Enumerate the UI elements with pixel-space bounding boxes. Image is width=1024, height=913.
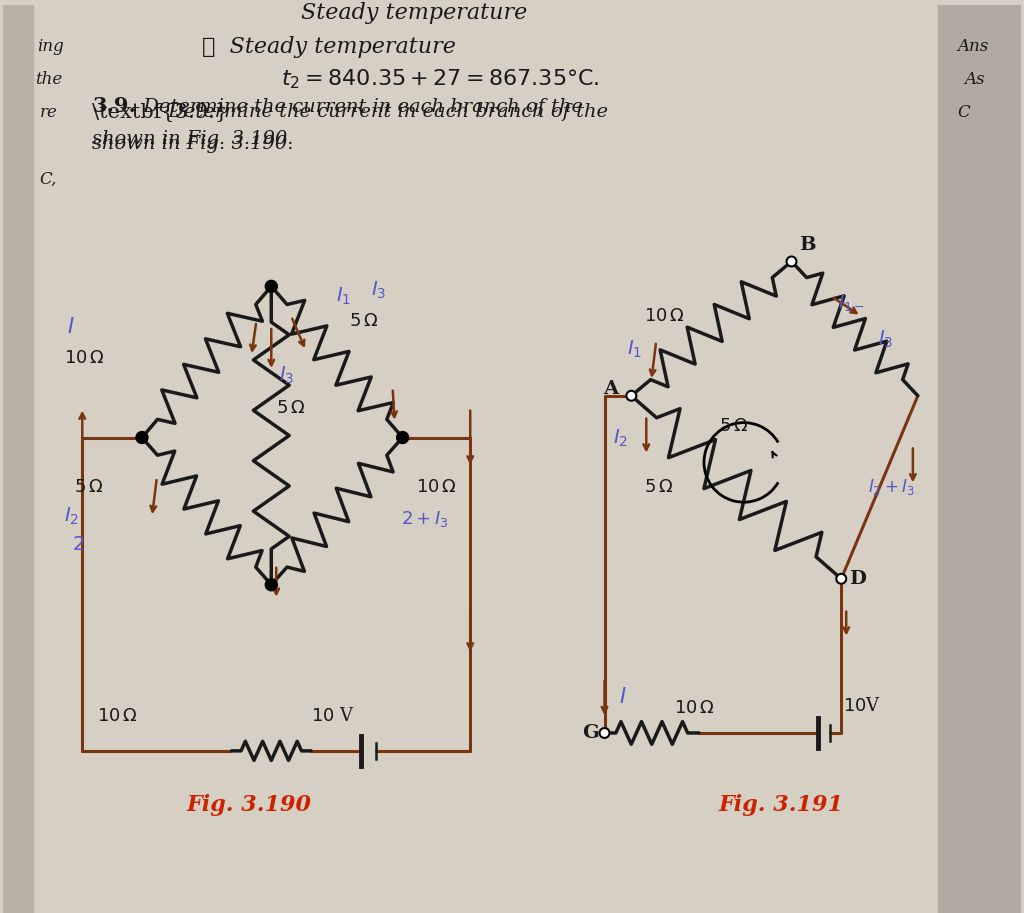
- Text: G: G: [583, 724, 599, 742]
- Text: C,: C,: [40, 171, 57, 187]
- Circle shape: [396, 432, 409, 444]
- Text: Fig. 3.190: Fig. 3.190: [186, 793, 311, 815]
- Text: $I$: $I$: [68, 317, 75, 337]
- Circle shape: [786, 257, 797, 267]
- Text: $I_2$: $I_2$: [613, 427, 629, 449]
- Text: ing: ing: [38, 38, 65, 55]
- Text: ∴  Steady temperature: ∴ Steady temperature: [202, 36, 456, 58]
- Text: $5\,\Omega$: $5\,\Omega$: [349, 312, 378, 331]
- Text: As: As: [965, 71, 985, 88]
- Circle shape: [599, 728, 609, 738]
- Text: $I_2+I_3$: $I_2+I_3$: [868, 477, 914, 498]
- Text: $5\,\Omega$: $5\,\Omega$: [644, 478, 674, 497]
- Text: $t_2 = 840.35 + 27 = 867.35°\mathrm{C}.$: $t_2 = 840.35 + 27 = 867.35°\mathrm{C}.$: [282, 68, 600, 91]
- Text: $I_3$: $I_3$: [878, 329, 893, 351]
- Text: $5\,\Omega$: $5\,\Omega$: [276, 399, 305, 416]
- Text: B: B: [800, 236, 816, 254]
- Text: $I$: $I$: [620, 687, 627, 708]
- Text: 3.9.: 3.9.: [92, 96, 136, 116]
- Text: $10\,\Omega$: $10\,\Omega$: [416, 478, 457, 497]
- Text: re: re: [40, 104, 57, 121]
- Circle shape: [627, 391, 636, 401]
- Text: shown in Fig. 3.190.: shown in Fig. 3.190.: [92, 135, 294, 153]
- Text: $I_{1-}$: $I_{1-}$: [839, 293, 865, 313]
- Text: $10$V: $10$V: [843, 698, 882, 715]
- Circle shape: [265, 280, 278, 292]
- Text: Determine the current in each branch of the: Determine the current in each branch of …: [137, 99, 583, 116]
- Text: $10\,\Omega$: $10\,\Omega$: [674, 699, 715, 717]
- Text: C: C: [957, 104, 971, 121]
- Text: $I_3$: $I_3$: [371, 279, 386, 300]
- Text: $10$ V: $10$ V: [311, 707, 355, 725]
- Text: A: A: [603, 380, 618, 398]
- Text: $I_3$: $I_3$: [280, 365, 295, 386]
- Text: Steady temperature: Steady temperature: [301, 2, 527, 24]
- Text: $5\,\Omega$: $5\,\Omega$: [719, 416, 749, 435]
- Text: D: D: [849, 570, 866, 588]
- Text: $2+I_3$: $2+I_3$: [400, 509, 449, 529]
- Bar: [938, 5, 1021, 913]
- Text: shown in Fig. 3.190.: shown in Fig. 3.190.: [92, 130, 294, 148]
- Text: the: the: [36, 71, 62, 88]
- Text: \textbf{3.9.}: \textbf{3.9.}: [92, 103, 228, 121]
- Circle shape: [265, 579, 278, 591]
- Text: Ans: Ans: [957, 38, 989, 55]
- Text: $I_2$: $I_2$: [65, 506, 80, 528]
- Text: $5\,\Omega$: $5\,\Omega$: [75, 478, 103, 497]
- Text: $10\,\Omega$: $10\,\Omega$: [644, 307, 685, 325]
- Text: $10\,\Omega$: $10\,\Omega$: [65, 349, 105, 367]
- Circle shape: [837, 573, 846, 583]
- Text: $I_1$: $I_1$: [628, 339, 642, 361]
- Text: Fig. 3.191: Fig. 3.191: [719, 793, 844, 815]
- Text: $2$: $2$: [73, 536, 85, 554]
- Text: Determine the current in each branch of the: Determine the current in each branch of …: [162, 103, 608, 121]
- Text: $I_1$: $I_1$: [336, 285, 351, 307]
- Circle shape: [136, 432, 147, 444]
- Bar: [3, 5, 33, 913]
- Text: $10\,\Omega$: $10\,\Omega$: [97, 707, 138, 725]
